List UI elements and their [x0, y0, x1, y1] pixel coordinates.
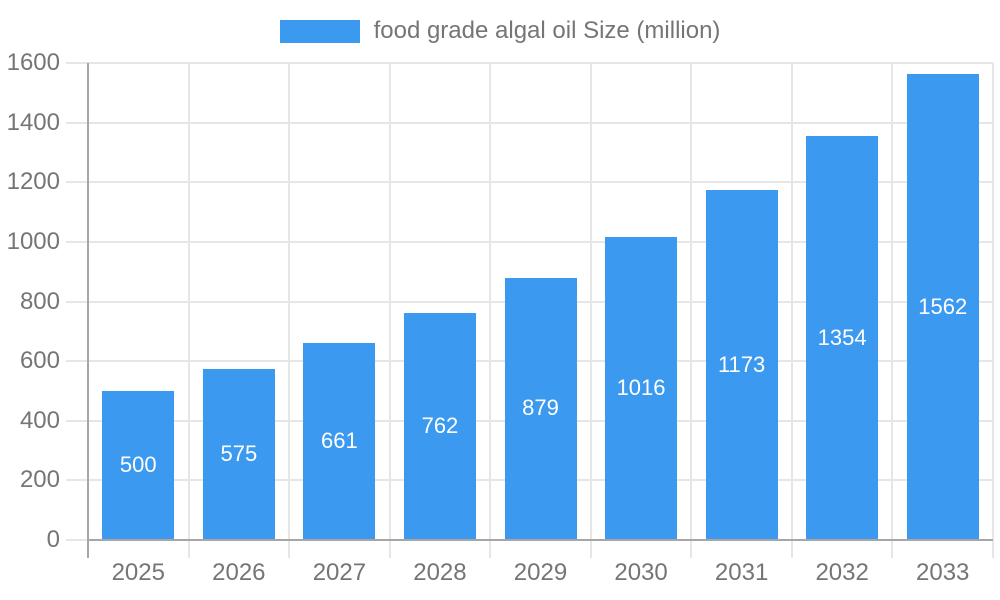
legend-swatch[interactable]: [279, 19, 360, 43]
gridline-vertical: [891, 63, 894, 540]
y-axis-tick-label: 1000: [6, 227, 60, 255]
bar-value-label: 879: [522, 395, 559, 421]
x-axis-tick-label: 2026: [212, 559, 266, 586]
legend-label: food grade algal oil Size (million): [373, 17, 721, 44]
x-axis-tick-mark: [288, 540, 291, 558]
y-axis-tick-mark: [66, 181, 88, 184]
x-axis-tick-mark: [187, 540, 190, 558]
y-axis-tick-label: 800: [19, 287, 60, 315]
bar[interactable]: [504, 277, 577, 539]
bar-value-label: 762: [421, 412, 459, 438]
bar[interactable]: [906, 74, 979, 539]
x-axis-tick-mark: [891, 540, 894, 558]
bar[interactable]: [403, 312, 476, 539]
y-axis-tick-label: 200: [19, 466, 60, 494]
bar[interactable]: [605, 237, 678, 539]
bar[interactable]: [102, 390, 175, 539]
gridline-vertical: [690, 63, 693, 540]
bar-value-label: 1173: [717, 351, 766, 377]
gridline-horizontal: [88, 62, 993, 64]
bar-value-label: 661: [321, 427, 358, 453]
x-axis-tick-mark: [489, 540, 492, 558]
y-axis-tick-label: 400: [19, 406, 60, 434]
gridline-horizontal: [88, 240, 993, 243]
y-axis-tick-label: 1600: [6, 49, 60, 76]
x-axis-tick-label: 2027: [312, 559, 367, 586]
gridline-horizontal: [88, 121, 993, 124]
gridline-vertical: [388, 63, 391, 540]
bar-value-label: 1562: [918, 293, 968, 319]
x-axis-tick-label: 2032: [815, 559, 869, 586]
bar[interactable]: [705, 190, 778, 539]
y-axis-line: [87, 63, 89, 558]
x-axis-tick-mark: [589, 540, 592, 558]
x-axis-tick-label: 2029: [513, 559, 568, 586]
bar[interactable]: [806, 136, 879, 539]
x-axis-tick-mark: [790, 540, 793, 558]
gridline-vertical: [992, 63, 994, 540]
y-axis-tick-mark: [66, 419, 88, 422]
y-axis-tick-mark: [66, 240, 88, 243]
bar[interactable]: [303, 342, 376, 539]
bar[interactable]: [202, 368, 275, 539]
x-axis-tick-mark: [388, 540, 391, 558]
gridline-vertical: [589, 63, 592, 540]
bar-value-label: 500: [119, 451, 157, 477]
y-axis-tick-label: 1200: [6, 168, 60, 196]
x-axis-tick-label: 2031: [714, 559, 769, 586]
bar-value-label: 575: [220, 440, 258, 466]
legend[interactable]: food grade algal oil Size (million): [0, 17, 1000, 45]
y-axis-tick-mark: [66, 121, 88, 124]
y-axis-tick-mark: [66, 62, 88, 64]
x-axis-tick-label: 2025: [111, 559, 165, 586]
gridline-vertical: [187, 63, 190, 540]
y-axis-tick-label: 1400: [6, 108, 60, 136]
x-axis-tick-mark: [690, 540, 693, 558]
y-axis-tick-label: 0: [46, 526, 60, 553]
y-axis-tick-label: 600: [19, 347, 60, 375]
bar-value-label: 1016: [616, 375, 666, 401]
gridline-vertical: [288, 63, 291, 540]
x-axis-tick-mark: [992, 540, 994, 558]
y-axis-tick-mark: [66, 360, 88, 363]
x-axis-tick-label: 2030: [614, 559, 668, 586]
x-axis-tick-label: 2028: [413, 559, 467, 586]
y-axis-tick-mark: [66, 539, 88, 541]
gridline-horizontal: [88, 181, 993, 184]
x-axis-tick-label: 2033: [916, 559, 970, 586]
gridline-vertical: [790, 63, 793, 540]
x-axis-line: [87, 539, 993, 541]
bar-value-label: 1354: [817, 324, 867, 350]
y-axis-tick-mark: [66, 300, 88, 303]
gridline-vertical: [489, 63, 492, 540]
y-axis-tick-mark: [66, 479, 88, 482]
